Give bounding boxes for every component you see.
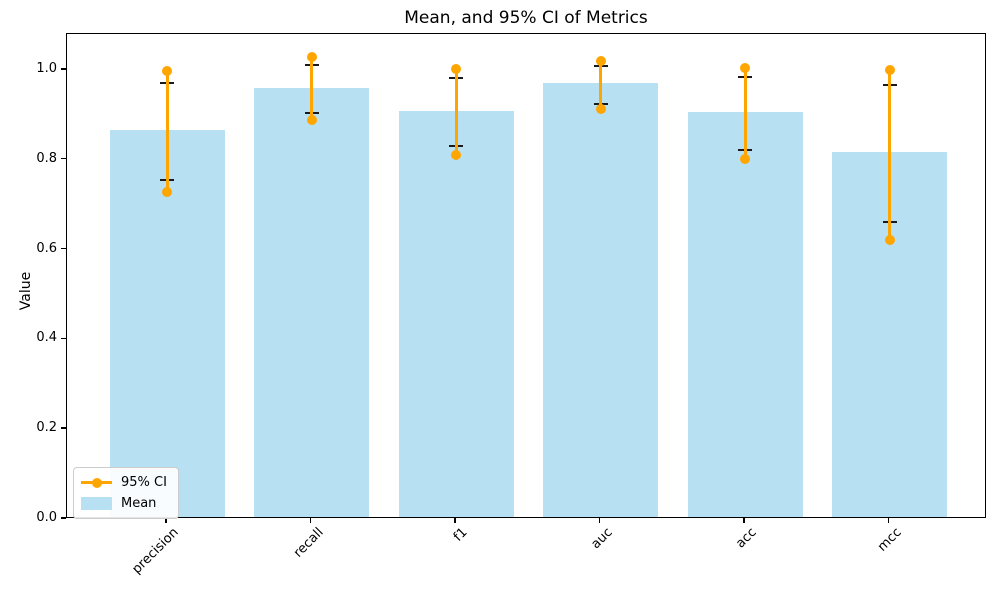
ci-line-mcc bbox=[888, 70, 891, 240]
ci-upper-dot-recall bbox=[306, 52, 317, 63]
ci-lower-dot-mcc bbox=[884, 234, 895, 245]
xtick-mark-mcc bbox=[887, 518, 890, 523]
legend-label-mean: Mean bbox=[121, 496, 157, 511]
ci-dot-icon bbox=[91, 477, 102, 488]
mean-bar-f1 bbox=[398, 111, 514, 517]
xtick-label-f1: f1 bbox=[450, 525, 471, 545]
xtick-mark-precision bbox=[165, 518, 167, 523]
ci-line-acc bbox=[743, 68, 747, 160]
ci-line-auc bbox=[599, 60, 602, 110]
xtick-label-mcc: mcc bbox=[874, 525, 905, 555]
ci-line-recall bbox=[310, 57, 313, 121]
error-bars-layer bbox=[67, 34, 985, 517]
xtick-mark-f1 bbox=[454, 518, 456, 523]
xtick-label-acc: acc bbox=[733, 525, 760, 552]
ytick-mark-0.4 bbox=[61, 337, 66, 340]
ytick-mark-0.8 bbox=[61, 157, 66, 160]
ci-line-precision bbox=[165, 70, 169, 193]
ytick-mark-0.6 bbox=[61, 247, 66, 250]
ci-upper-dot-mcc bbox=[884, 65, 895, 76]
xtick-label-precision: precision bbox=[129, 525, 182, 578]
ytick-mark-0.2 bbox=[61, 427, 66, 429]
ytick-label-1.0: 1.0 bbox=[36, 60, 57, 76]
ci-upper-dot-f1 bbox=[451, 64, 461, 75]
ci-line-icon bbox=[81, 477, 112, 488]
xtick-mark-auc bbox=[598, 518, 601, 523]
ci-line-f1 bbox=[454, 69, 458, 156]
ytick-label-0.8: 0.8 bbox=[36, 150, 57, 166]
mean-bar-acc bbox=[687, 112, 803, 517]
ytick-label-0.2: 0.2 bbox=[36, 420, 57, 436]
ci-lower-dot-auc bbox=[595, 104, 606, 115]
legend: 95% CI Mean bbox=[73, 467, 179, 519]
xtick-label-auc: auc bbox=[587, 525, 616, 553]
mean-patch-icon bbox=[81, 497, 112, 510]
xtick-mark-acc bbox=[743, 518, 745, 523]
ytick-mark-0.0 bbox=[61, 517, 66, 519]
legend-label-ci: 95% CI bbox=[121, 475, 167, 490]
ytick-mark-1.0 bbox=[61, 68, 66, 70]
ytick-label-0.0: 0.0 bbox=[36, 510, 57, 525]
ci-lower-dot-f1 bbox=[451, 150, 461, 161]
xtick-mark-recall bbox=[309, 518, 312, 523]
ci-upper-dot-auc bbox=[595, 55, 606, 66]
mean-bar-recall bbox=[254, 88, 369, 517]
bars-layer bbox=[67, 34, 985, 517]
ytick-label-0.4: 0.4 bbox=[36, 330, 57, 346]
ci-lower-dot-acc bbox=[740, 154, 750, 165]
ytick-label-0.6: 0.6 bbox=[36, 240, 57, 256]
chart-title: Mean, and 95% CI of Metrics bbox=[404, 8, 648, 28]
xtick-label-recall: recall bbox=[290, 525, 327, 561]
legend-item-ci: 95% CI bbox=[81, 474, 167, 491]
mean-bar-auc bbox=[543, 83, 658, 517]
ci-lower-dot-precision bbox=[162, 187, 172, 198]
legend-item-mean: Mean bbox=[81, 495, 167, 512]
ci-upper-dot-acc bbox=[740, 63, 750, 74]
plot-area bbox=[66, 33, 986, 518]
ci-upper-dot-precision bbox=[162, 65, 172, 76]
ci-lower-dot-recall bbox=[306, 115, 317, 126]
